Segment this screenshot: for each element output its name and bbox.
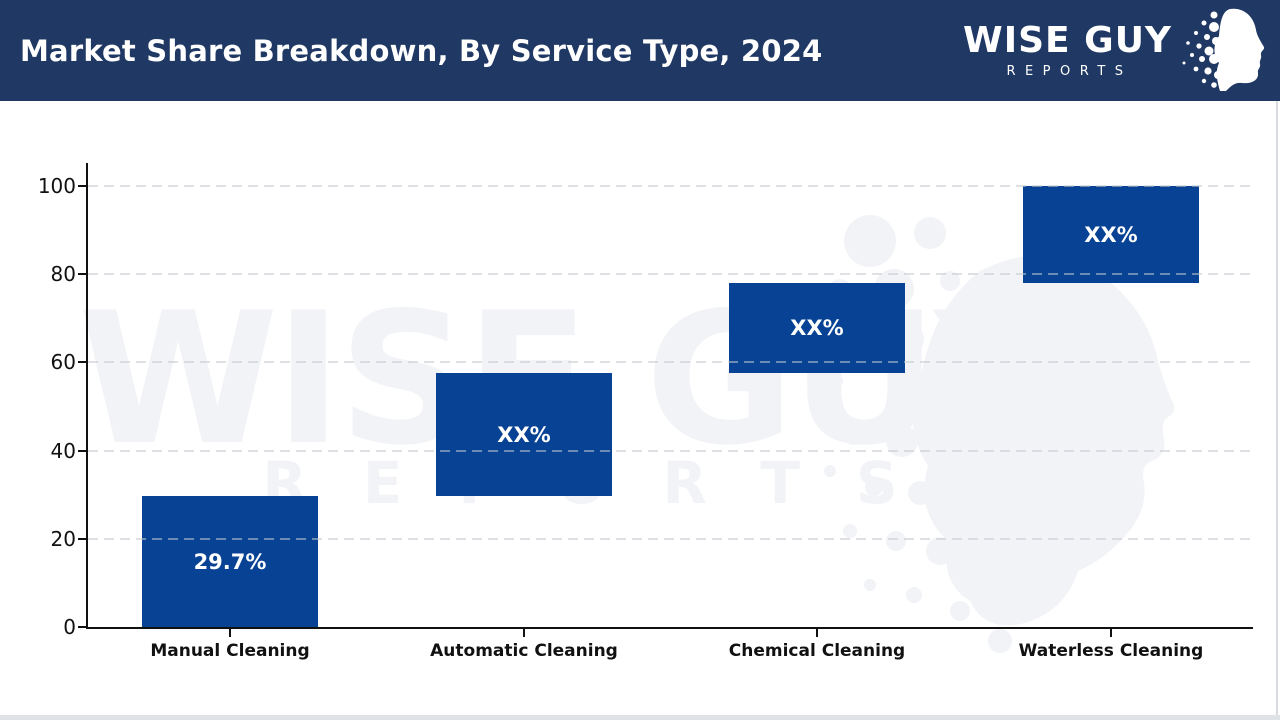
x-axis-category-label: Manual Cleaning — [150, 641, 310, 661]
y-axis-tick-label: 40 — [50, 438, 76, 463]
brand-name: WISE GUY — [962, 20, 1172, 61]
x-axis-line — [86, 627, 1253, 629]
x-axis-category-label: Chemical Cleaning — [728, 641, 906, 661]
bar-segment-4 — [1023, 186, 1199, 284]
y-axis-tick-label: 100 — [37, 174, 76, 198]
brand-subname: REPORTS — [1006, 64, 1133, 79]
bar-segment-1 — [142, 496, 318, 627]
header-bar: Market Share Breakdown, By Service Type,… — [0, 0, 1280, 101]
x-axis-tick — [229, 629, 231, 637]
page-title: Market Share Breakdown, By Service Type,… — [20, 33, 823, 68]
brand-logo: WISE GUY REPORTS — [963, 3, 1266, 99]
gridline-y40 — [88, 449, 1253, 452]
gridline-y80 — [88, 273, 1253, 276]
bar-segment-3 — [729, 283, 905, 374]
bar-value-label: XX% — [497, 422, 551, 447]
gridline-y60 — [88, 361, 1253, 364]
gridline-y20 — [88, 537, 1253, 540]
x-axis-tick — [1110, 629, 1112, 637]
bar-value-label: XX% — [1084, 222, 1138, 247]
x-axis-tick — [816, 629, 818, 637]
bar-value-label: 29.7% — [193, 549, 267, 574]
y-axis-tick-label: 0 — [63, 615, 76, 639]
x-axis-category-label: Waterless Cleaning — [1018, 641, 1204, 661]
y-axis-tick-label: 20 — [50, 526, 76, 551]
y-axis-tick — [78, 449, 86, 452]
brand-logo-text: WISE GUY REPORTS — [962, 20, 1172, 79]
bar-value-label: XX% — [790, 316, 844, 341]
y-axis-tick — [78, 273, 86, 276]
y-axis-tick-label: 80 — [50, 262, 76, 287]
gridline-y100 — [88, 185, 1253, 187]
y-axis-tick — [78, 626, 86, 628]
bar-segment-2 — [436, 373, 612, 497]
footer-strip — [0, 715, 1280, 720]
x-axis-category-label: Automatic Cleaning — [430, 641, 618, 661]
x-axis-tick — [523, 629, 525, 637]
y-axis-tick — [78, 537, 86, 540]
y-axis-tick-label: 60 — [50, 350, 76, 375]
page-right-border — [1276, 101, 1278, 715]
face-profile-logo-icon — [1174, 3, 1266, 99]
y-axis-tick — [78, 361, 86, 364]
y-axis-line — [86, 163, 88, 629]
y-axis-tick — [78, 185, 86, 187]
chart-area: WISE GUY REPORTS 29.7%XX%XX%XX%020406080… — [0, 101, 1280, 720]
